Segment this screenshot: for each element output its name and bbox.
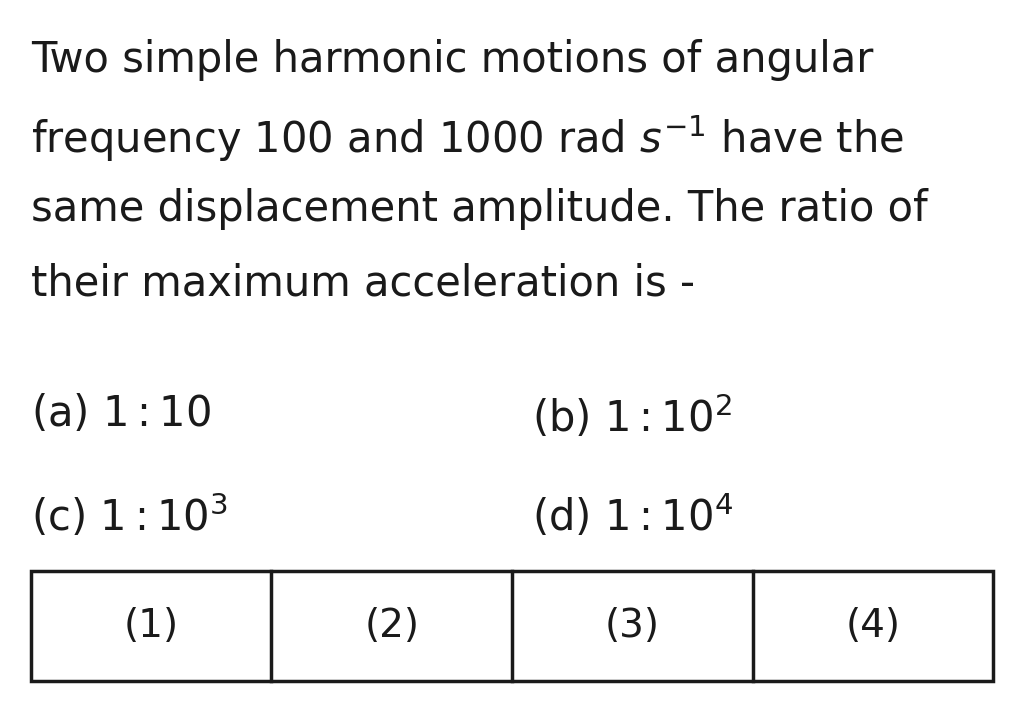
Text: (a) $\mathregular{1:10}$: (a) $\mathregular{1:10}$ — [31, 393, 211, 435]
Text: (3): (3) — [605, 607, 659, 644]
Text: (c) $\mathregular{1:10^{3}}$: (c) $\mathregular{1:10^{3}}$ — [31, 493, 227, 540]
Text: (d) $\mathregular{1:10^{4}}$: (d) $\mathregular{1:10^{4}}$ — [532, 493, 733, 540]
Text: (1): (1) — [124, 607, 178, 644]
Text: their maximum acceleration is -: their maximum acceleration is - — [31, 262, 694, 304]
Text: (2): (2) — [365, 607, 419, 644]
Text: (b) $\mathregular{1:10^{2}}$: (b) $\mathregular{1:10^{2}}$ — [532, 393, 732, 441]
Text: (4): (4) — [846, 607, 900, 644]
Text: same displacement amplitude. The ratio of: same displacement amplitude. The ratio o… — [31, 188, 928, 230]
Text: Two simple harmonic motions of angular: Two simple harmonic motions of angular — [31, 39, 873, 81]
Text: frequency 100 and 1000 rad $s^{-1}$ have the: frequency 100 and 1000 rad $s^{-1}$ have… — [31, 113, 904, 164]
